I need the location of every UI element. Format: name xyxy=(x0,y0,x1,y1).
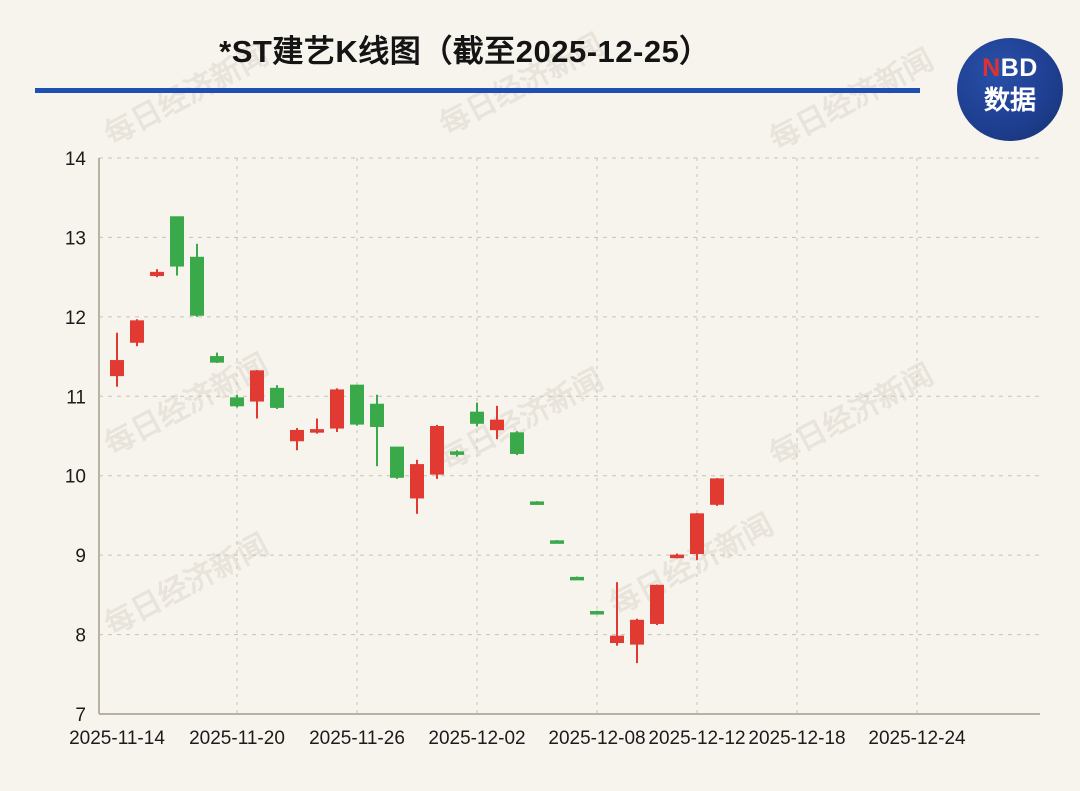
y-tick-label: 9 xyxy=(75,546,86,567)
candle[interactable] xyxy=(250,370,264,419)
candle-body xyxy=(710,478,724,505)
candle[interactable] xyxy=(410,459,424,514)
logo-nbd-text: NBD xyxy=(957,56,1063,81)
candle-body xyxy=(230,397,244,407)
candle[interactable] xyxy=(450,450,464,457)
candle-body xyxy=(270,387,284,408)
candle-body xyxy=(450,451,464,455)
candle-body xyxy=(510,432,524,454)
x-tick-label: 2025-12-08 xyxy=(548,728,645,749)
x-tick-label: 2025-12-24 xyxy=(868,728,966,749)
candle[interactable] xyxy=(470,402,484,427)
candlestick-chart: 7 8 9 10 11 12 13 14 2025-11-14 2025-11-20 2025-11… xyxy=(0,120,1080,791)
candle-body xyxy=(390,446,404,478)
candle-body xyxy=(530,501,544,505)
candle[interactable] xyxy=(670,553,684,559)
x-tick-label: 2025-11-14 xyxy=(69,728,165,749)
candle-body xyxy=(250,370,264,402)
candle[interactable] xyxy=(510,431,524,456)
logo-letter-n: N xyxy=(982,54,1001,82)
candle-body xyxy=(670,554,684,559)
y-axis-tick-labels: 7 8 9 10 11 12 13 14 xyxy=(65,149,87,726)
title-underline-rule xyxy=(35,88,920,93)
candle[interactable] xyxy=(590,610,604,615)
logo-letters-bd: BD xyxy=(1000,54,1038,82)
candle[interactable] xyxy=(330,388,344,433)
candle[interactable] xyxy=(550,540,564,544)
grid-lines xyxy=(99,157,1040,714)
candle[interactable] xyxy=(310,418,324,434)
candle[interactable] xyxy=(630,618,644,664)
candle-body xyxy=(570,576,584,581)
y-tick-label: 10 xyxy=(65,467,86,488)
nbd-logo: NBD 数据 xyxy=(957,38,1063,141)
candle-body xyxy=(410,464,424,499)
candle-body xyxy=(650,584,664,624)
x-tick-label: 2025-12-02 xyxy=(428,728,525,749)
candle[interactable] xyxy=(430,424,444,479)
candle-body xyxy=(170,216,184,267)
candle[interactable] xyxy=(490,405,504,440)
chart-header: *ST建艺K线图（截至2025-12-25） NBD 数据 xyxy=(0,0,1080,141)
candle-body xyxy=(190,256,204,316)
candles-group xyxy=(110,216,724,664)
candle-body xyxy=(690,513,704,555)
candle[interactable] xyxy=(530,501,544,505)
candle[interactable] xyxy=(570,576,584,581)
candle-body xyxy=(350,384,364,425)
candle-body xyxy=(470,411,484,424)
candle[interactable] xyxy=(610,582,624,646)
candle-body xyxy=(550,540,564,544)
x-tick-label: 2025-11-26 xyxy=(309,728,405,749)
x-tick-label: 2025-12-18 xyxy=(748,728,845,749)
x-tick-label: 2025-12-12 xyxy=(648,728,745,749)
candle-body xyxy=(330,389,344,429)
candle-body xyxy=(130,320,144,343)
candle-body xyxy=(430,425,444,475)
candle[interactable] xyxy=(110,332,124,387)
y-tick-label: 11 xyxy=(66,387,86,408)
axis-lines xyxy=(98,158,1040,715)
page-title: *ST建艺K线图（截至2025-12-25） xyxy=(219,34,711,69)
candle[interactable] xyxy=(350,384,364,426)
candle[interactable] xyxy=(270,385,284,409)
candle[interactable] xyxy=(370,394,384,467)
candle[interactable] xyxy=(210,352,224,363)
candle[interactable] xyxy=(650,584,664,626)
candle[interactable] xyxy=(390,446,404,479)
y-tick-label: 7 xyxy=(75,705,86,726)
candle-body xyxy=(290,429,304,442)
y-tick-label: 12 xyxy=(65,308,86,329)
candle[interactable] xyxy=(710,478,724,506)
candle[interactable] xyxy=(130,319,144,347)
candle-body xyxy=(630,619,644,645)
candle-body xyxy=(610,635,624,644)
y-tick-label: 13 xyxy=(65,228,86,249)
candle-body xyxy=(110,360,124,377)
candle[interactable] xyxy=(290,428,304,451)
candle[interactable] xyxy=(150,269,164,278)
candle-body xyxy=(370,403,384,427)
candle-body xyxy=(310,429,324,433)
candle-body xyxy=(210,356,224,363)
candle-body xyxy=(490,419,504,431)
y-tick-label: 14 xyxy=(65,149,87,170)
logo-chinese-text: 数据 xyxy=(983,86,1036,116)
candle[interactable] xyxy=(170,216,184,276)
candle[interactable] xyxy=(690,513,704,560)
candle-body xyxy=(150,271,164,277)
candle[interactable] xyxy=(230,394,244,408)
x-axis-tick-labels: 2025-11-14 2025-11-20 2025-11-26 2025-12-02… xyxy=(69,728,966,749)
candle[interactable] xyxy=(190,243,204,317)
y-tick-label: 8 xyxy=(75,626,86,647)
x-tick-label: 2025-11-20 xyxy=(189,728,285,749)
candle-body xyxy=(590,611,604,615)
